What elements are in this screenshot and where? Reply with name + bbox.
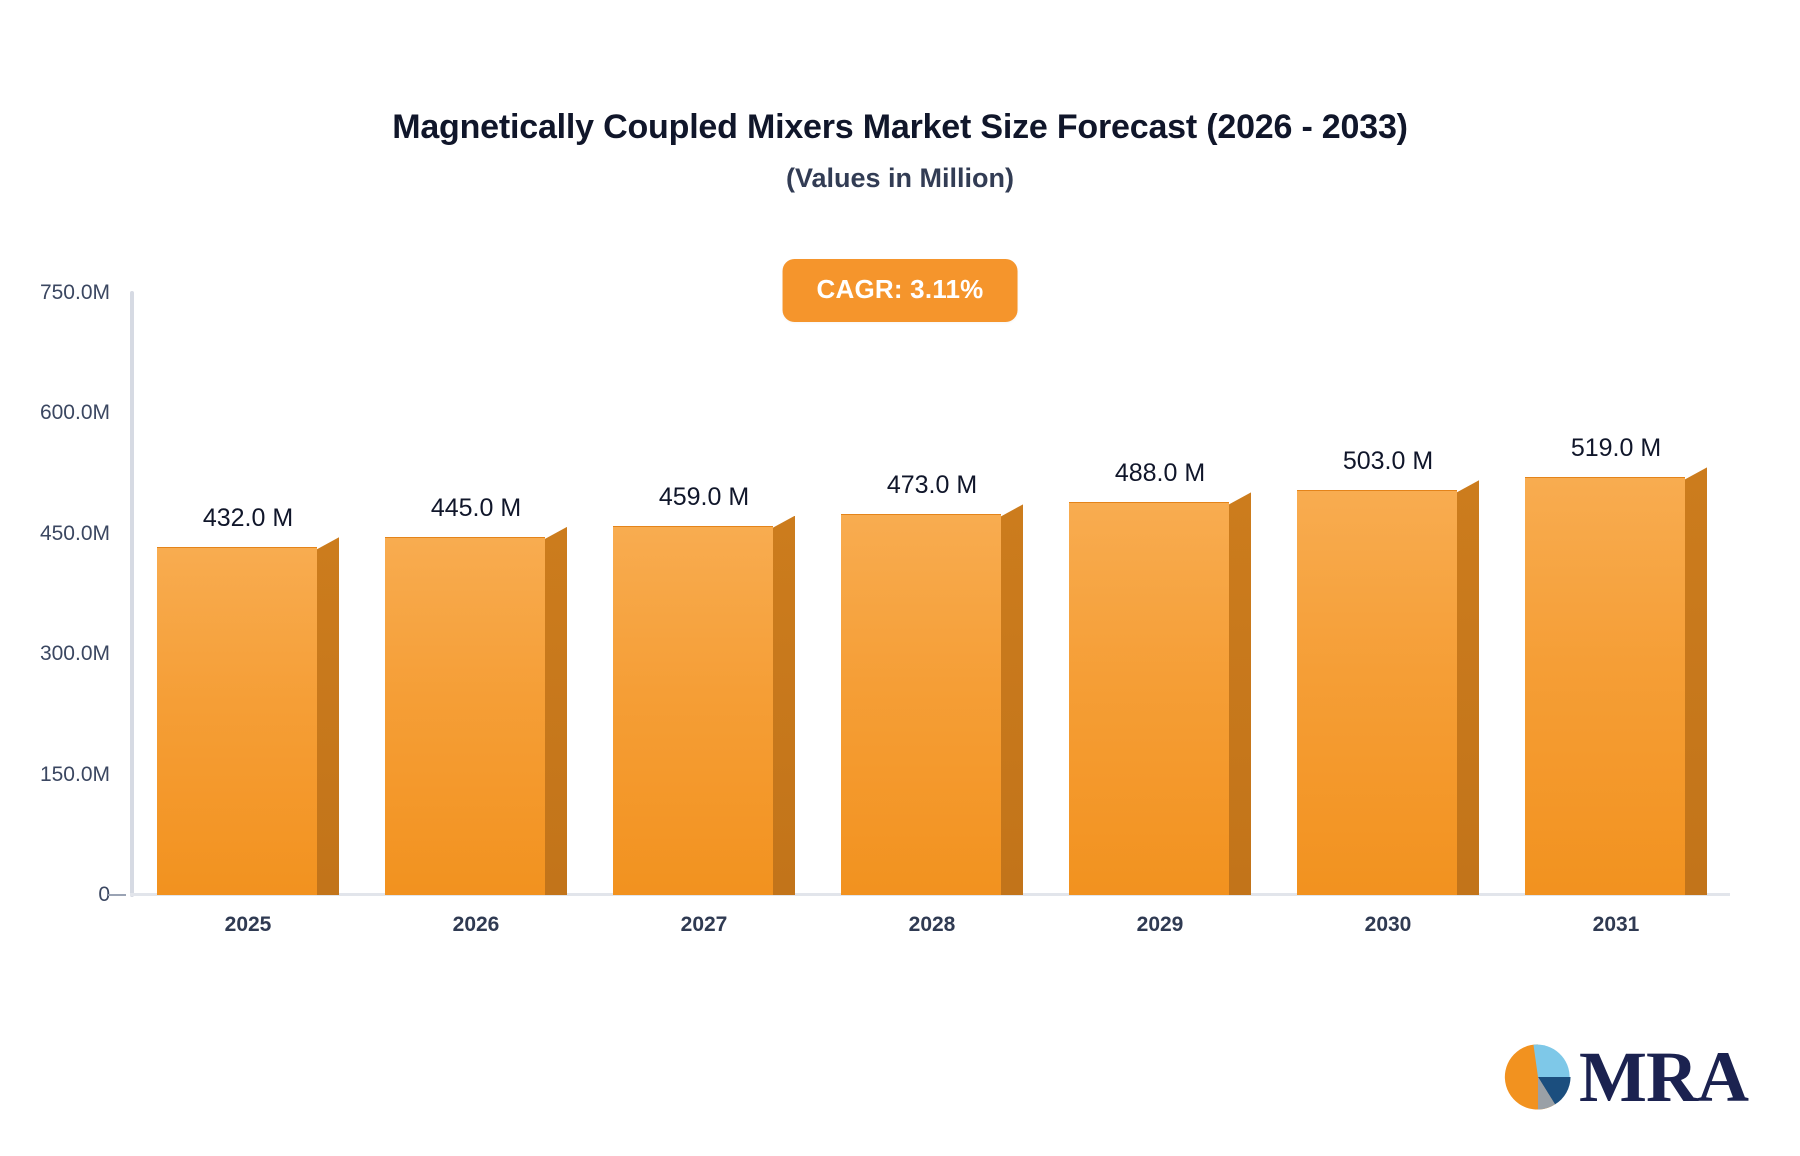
bar-value-label: 432.0 M	[202, 504, 294, 533]
bar-2029	[1069, 502, 1229, 895]
mra-logo: MRA	[1501, 1037, 1749, 1117]
chart-header: Magnetically Coupled Mixers Market Size …	[0, 108, 1800, 194]
logo-text: MRA	[1579, 1037, 1749, 1117]
bar-value-label: 519.0 M	[1570, 434, 1662, 463]
bar-value-label: 459.0 M	[658, 482, 750, 511]
bar-value-label: 473.0 M	[886, 471, 978, 500]
bar-value-label: 445.0 M	[430, 493, 522, 522]
y-axis-tick-label: 600.0M	[39, 401, 110, 425]
bar-value-label: 503.0 M	[1342, 447, 1434, 476]
y-axis-tick-label: 150.0M	[39, 762, 110, 786]
y-axis-tick-label: 450.0M	[39, 521, 110, 545]
cagr-badge: CAGR: 3.11%	[782, 259, 1018, 322]
bar-side-2026	[545, 526, 567, 895]
bar-side-2027	[773, 515, 795, 895]
bar-2026	[385, 536, 545, 895]
page-title: Magnetically Coupled Mixers Market Size …	[392, 108, 1408, 146]
x-axis-label-2030: 2030	[1364, 913, 1412, 936]
x-axis-label-2026: 2026	[452, 913, 500, 936]
bar-2025	[157, 547, 317, 895]
y-axis-line	[130, 291, 134, 897]
y-axis-tick-label: 750.0M	[39, 281, 110, 304]
bar-side-2028	[1001, 504, 1023, 895]
x-axis-label-2029: 2029	[1136, 913, 1184, 936]
y-axis-tick-label: 300.0M	[39, 642, 110, 666]
y-axis-tick-label: 0	[98, 883, 110, 906]
bar-side-2031	[1685, 467, 1707, 895]
bar-side-2030	[1457, 480, 1479, 895]
bar-side-2029	[1229, 492, 1251, 895]
y-axis-tick-mark	[108, 894, 126, 896]
bar-2027	[613, 525, 773, 895]
pie-chart-icon	[1504, 1044, 1571, 1110]
bar-value-label: 488.0 M	[1114, 459, 1206, 488]
bar-2031	[1525, 477, 1685, 895]
bar-2030	[1297, 490, 1457, 895]
bar-2028	[841, 514, 1001, 895]
x-axis-label-2027: 2027	[680, 913, 728, 936]
chart-subtitle: (Values in Million)	[785, 163, 1015, 194]
bar-side-2025	[317, 537, 339, 895]
x-axis-label-2028: 2028	[908, 913, 956, 936]
x-axis-label-2031: 2031	[1592, 913, 1640, 936]
x-axis-label-2025: 2025	[224, 913, 272, 936]
